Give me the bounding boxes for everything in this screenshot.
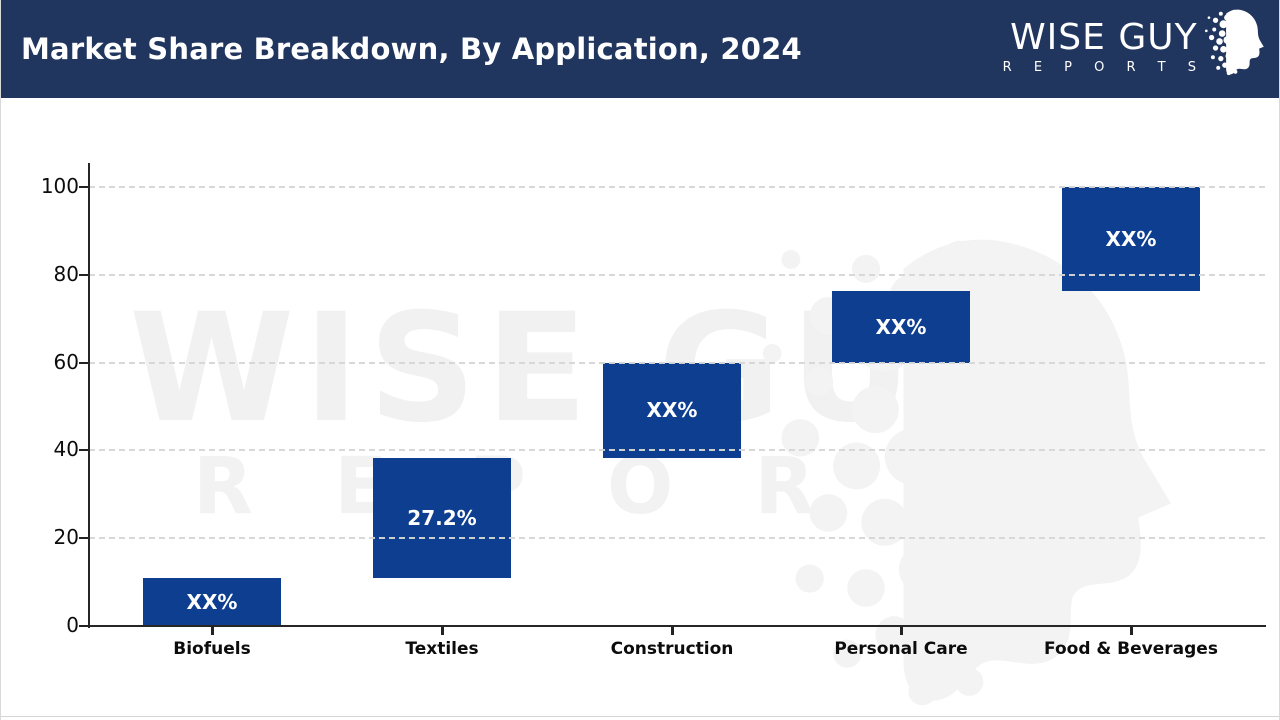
brand-name: WISE GUY [1010,17,1198,58]
y-axis-tick-label: 100 [40,174,79,198]
gridline [89,449,1266,452]
gridline [89,361,1266,364]
y-axis-tick [79,449,89,452]
bar-value-label: XX% [646,398,698,423]
brand-head-icon [1205,7,1271,93]
bottom-divider [1,716,1279,717]
bar-segment: XX% [603,362,741,459]
y-axis-tick-label: 0 [66,613,79,637]
y-axis-line [88,163,90,628]
gridline [89,537,1266,540]
brand-logo: WISE GUY R E P O R T S [1003,4,1267,94]
page-header: Market Share Breakdown, By Application, … [1,0,1279,98]
y-axis-tick [79,625,89,627]
bar-value-label: XX% [1105,227,1157,252]
y-axis-tick [79,537,89,540]
waterfall-chart: XX% 27.2% XX% XX% XX% 0 20 40 60 80 100 Biofuels Tex… [1,98,1279,720]
bar-segment: XX% [1062,187,1200,292]
x-axis-category-label: Personal Care [834,639,968,659]
y-axis-tick-label: 60 [53,349,79,374]
x-axis-category-label: Construction [610,639,734,659]
brand-logo-text: WISE GUY R E P O R T S [1002,17,1205,76]
bar-value-label: XX% [875,315,927,340]
bar-value-label: XX% [186,589,238,614]
chart-title: Market Share Breakdown, By Application, … [21,32,802,66]
x-axis-tick [671,627,674,635]
y-axis-tick-label: 20 [53,525,79,550]
gridline [89,273,1266,276]
x-axis-tick [1130,627,1133,635]
x-axis-line [88,625,1266,627]
y-axis-tick-label: 40 [53,437,79,462]
bar-value-label: 27.2% [407,506,477,530]
x-axis-tick [441,627,444,635]
brand-subname: R E P O R T S [1002,60,1205,75]
y-axis-tick [79,273,89,276]
x-axis-category-label: Food & Beverages [1044,639,1218,659]
bar-segment: XX% [832,291,970,363]
y-axis-tick [79,186,89,188]
x-axis-tick [211,627,214,635]
y-axis-tick [79,361,89,364]
gridline [89,186,1266,188]
x-axis-category-label: Biofuels [173,639,251,659]
x-axis-category-label: Textiles [405,639,479,659]
x-axis-tick [900,627,903,635]
bar-segment: XX% [143,577,281,626]
bar-segment: 27.2% [373,458,511,578]
y-axis-tick-label: 80 [53,261,79,286]
